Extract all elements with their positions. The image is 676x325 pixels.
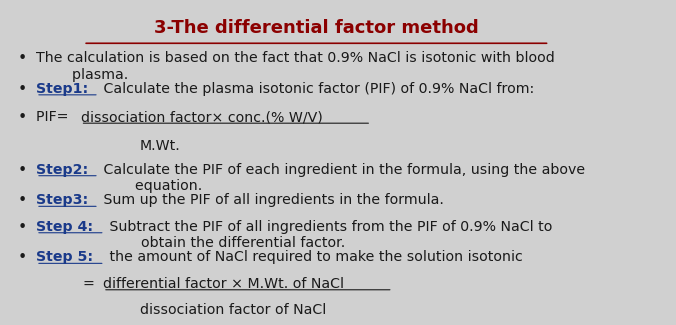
Text: PIF=: PIF= [36,110,73,124]
Text: •: • [17,110,26,125]
Text: Step1:: Step1: [36,82,89,96]
Text: •: • [17,51,26,66]
Text: Calculate the PIF of each ingredient in the formula, using the above
        equ: Calculate the PIF of each ingredient in … [99,163,585,193]
Text: Sum up the PIF of all ingredients in the formula.: Sum up the PIF of all ingredients in the… [99,193,443,207]
Text: Calculate the plasma isotonic factor (PIF) of 0.9% NaCl from:: Calculate the plasma isotonic factor (PI… [99,82,534,96]
Text: •: • [17,193,26,208]
Text: the amount of NaCl required to make the solution isotonic: the amount of NaCl required to make the … [105,251,523,265]
Text: The calculation is based on the fact that 0.9% NaCl is isotonic with blood
     : The calculation is based on the fact tha… [36,51,555,82]
Text: Step 4:: Step 4: [36,220,93,234]
Text: differential factor × M.Wt. of NaCl: differential factor × M.Wt. of NaCl [103,277,344,291]
Text: 3-The differential factor method: 3-The differential factor method [154,19,479,37]
Text: dissociation factor× conc.(% W/V): dissociation factor× conc.(% W/V) [80,110,322,124]
Text: •: • [17,220,26,235]
Text: =: = [83,277,99,291]
Text: Subtract the PIF of all ingredients from the PIF of 0.9% NaCl to
        obtain : Subtract the PIF of all ingredients from… [105,220,552,250]
Text: Step2:: Step2: [36,163,89,177]
Text: dissociation factor of NaCl: dissociation factor of NaCl [140,303,327,317]
Text: Step3:: Step3: [36,193,89,207]
Text: •: • [17,251,26,266]
Text: •: • [17,163,26,178]
Text: •: • [17,82,26,97]
Text: M.Wt.: M.Wt. [140,139,180,153]
Text: Step 5:: Step 5: [36,251,93,265]
